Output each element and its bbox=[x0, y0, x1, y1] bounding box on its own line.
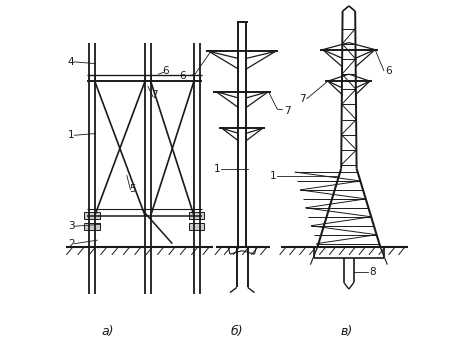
Bar bbox=[189, 212, 204, 219]
Text: 7: 7 bbox=[300, 94, 306, 104]
Text: 7: 7 bbox=[284, 106, 291, 116]
Bar bbox=[84, 212, 100, 219]
Text: 2: 2 bbox=[68, 239, 74, 249]
Text: 5: 5 bbox=[129, 185, 136, 194]
Text: 6: 6 bbox=[385, 66, 392, 75]
Text: 1: 1 bbox=[68, 130, 74, 140]
Text: 8: 8 bbox=[369, 267, 375, 277]
Bar bbox=[84, 223, 100, 230]
Text: 4: 4 bbox=[68, 57, 74, 67]
Text: в): в) bbox=[341, 325, 353, 338]
Text: 1: 1 bbox=[214, 164, 220, 173]
Text: 6: 6 bbox=[162, 66, 169, 75]
Text: а): а) bbox=[101, 325, 114, 338]
Bar bbox=[189, 223, 204, 230]
Text: 1: 1 bbox=[270, 171, 276, 180]
Text: 6: 6 bbox=[180, 71, 186, 81]
Text: 7: 7 bbox=[152, 90, 158, 100]
Text: б): б) bbox=[231, 325, 243, 338]
Text: 3: 3 bbox=[68, 221, 74, 231]
